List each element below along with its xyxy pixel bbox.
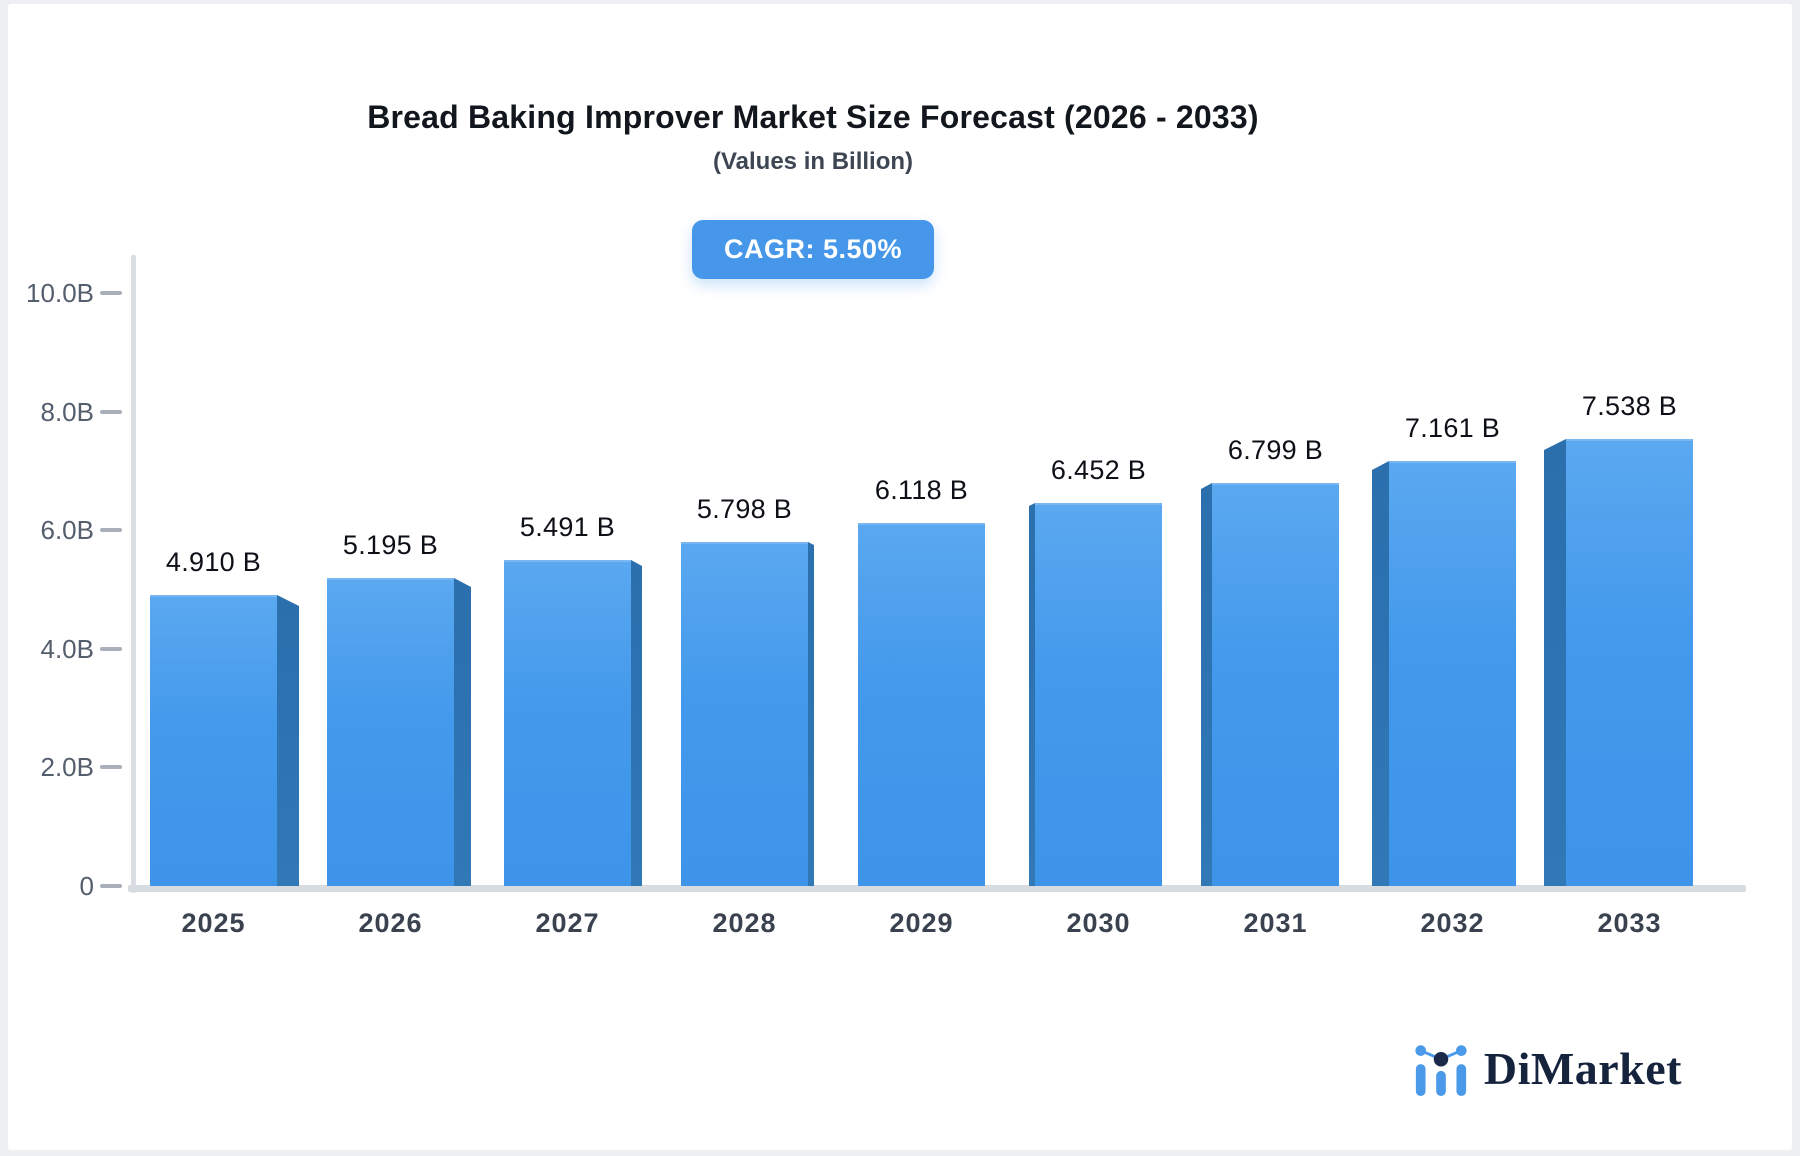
y-axis-line <box>131 255 136 893</box>
dimarket-logo-icon <box>1415 1045 1467 1097</box>
y-axis-tick <box>100 884 122 888</box>
bar-value-label: 7.538 B <box>1581 391 1678 421</box>
bar-side-face <box>1372 461 1389 886</box>
cagr-badge: CAGR: 5.50% <box>691 220 935 279</box>
chart-title: Bread Baking Improver Market Size Foreca… <box>367 99 1259 135</box>
bar-side-face <box>454 578 471 886</box>
bar-value-label: 5.491 B <box>519 512 616 542</box>
bar-2025 <box>150 595 277 886</box>
bar-2032 <box>1389 461 1516 886</box>
y-axis-tick-label: 8.0B <box>40 396 95 427</box>
y-axis-tick-label: 6.0B <box>40 515 95 546</box>
bar-value-label: 6.452 B <box>1050 455 1147 485</box>
x-axis-label-2033: 2033 <box>1597 908 1662 938</box>
x-axis-label-2032: 2032 <box>1420 908 1485 938</box>
bar-value-label: 6.799 B <box>1227 435 1324 465</box>
bar-side-face <box>277 595 299 886</box>
bar-2033 <box>1566 439 1693 886</box>
y-axis-tick-label: 4.0B <box>40 633 95 664</box>
bar-side-face <box>1029 503 1035 886</box>
y-axis-tick <box>100 291 122 295</box>
bar-2027 <box>504 560 631 886</box>
x-axis-baseline <box>128 885 1746 892</box>
bar-side-face <box>631 560 642 886</box>
bar-side-face <box>1201 483 1212 886</box>
y-axis-tick-label: 10.0B <box>26 278 94 308</box>
y-axis-tick-label: 0 <box>79 871 94 901</box>
chart-subtitle: (Values in Billion) <box>712 148 914 175</box>
chart-canvas: Bread Baking Improver Market Size Foreca… <box>8 4 1792 1150</box>
bar-2031 <box>1212 483 1339 886</box>
bar-2030 <box>1035 503 1162 886</box>
x-axis-label-2026: 2026 <box>358 908 423 938</box>
brand-logo-text: DiMarket <box>1483 1042 1682 1094</box>
y-axis-tick <box>100 765 122 770</box>
x-axis-label-2030: 2030 <box>1066 908 1131 938</box>
x-axis-label-2025: 2025 <box>181 908 246 938</box>
x-axis-label-2029: 2029 <box>889 908 954 938</box>
brand-logo: DiMarket <box>1412 1038 1682 1098</box>
bar-value-label: 5.798 B <box>696 494 793 524</box>
chart-header: Bread Baking Improver Market Size Foreca… <box>8 4 1618 279</box>
y-axis-tick-label: 2.0B <box>40 752 95 783</box>
bar-side-face <box>808 542 814 886</box>
y-axis-tick <box>100 646 122 651</box>
x-axis-label-2031: 2031 <box>1243 908 1308 938</box>
bar-side-face <box>1544 439 1566 886</box>
bar-value-label: 6.118 B <box>874 475 969 505</box>
y-axis-tick <box>100 528 122 533</box>
bar-2029 <box>858 523 985 886</box>
bar-value-label: 7.161 B <box>1404 413 1501 443</box>
bar-2026 <box>327 578 454 886</box>
bar-value-label: 4.910 B <box>165 547 262 577</box>
bar-value-label: 5.195 B <box>342 530 439 560</box>
plot-area: 10.0B 8.0B 6.0B 4.0B 2.0B 0 4.910 B 2025 5.195 B… <box>8 4 1792 1150</box>
y-axis-tick <box>100 409 122 414</box>
x-axis-label-2028: 2028 <box>712 908 777 938</box>
x-axis-label-2027: 2027 <box>535 908 600 938</box>
bar-2028 <box>681 542 808 886</box>
